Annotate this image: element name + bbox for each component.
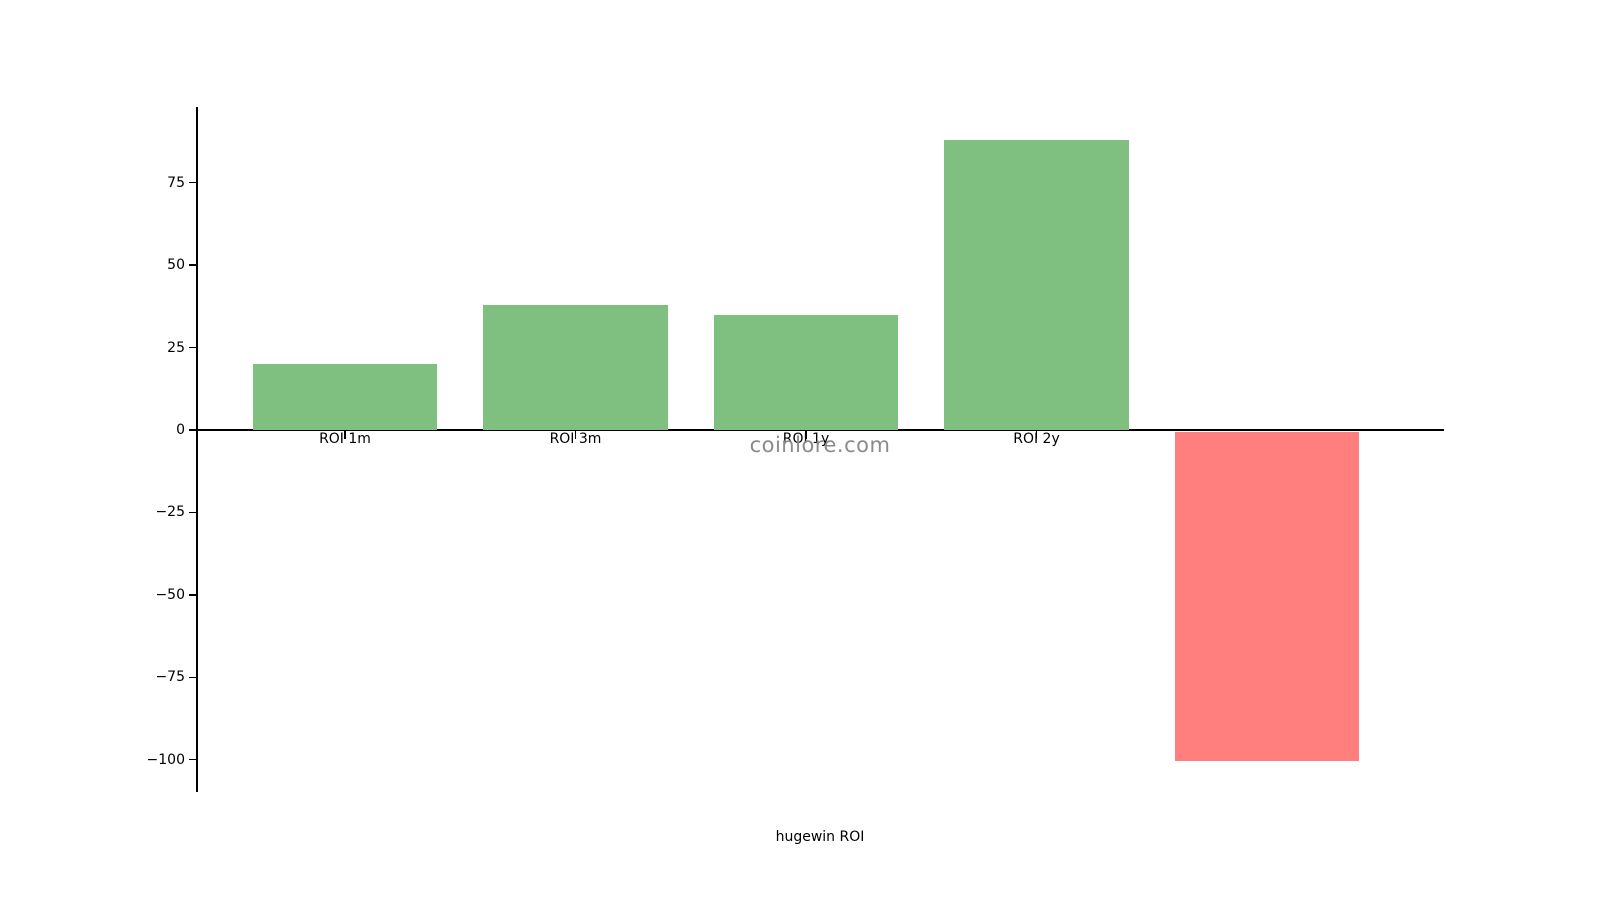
x-axis-title: hugewin ROI — [775, 829, 865, 845]
y-tick-label: 25 — [167, 339, 185, 356]
x-tick-mark — [344, 430, 346, 439]
y-tick-mark — [189, 676, 196, 678]
y-tick-label: −100 — [146, 751, 185, 768]
y-tick-label: 0 — [176, 422, 185, 438]
bar-roi-1y — [713, 314, 899, 430]
x-tick-label: ROI 1m — [319, 431, 371, 447]
bar-unlabeled — [1174, 431, 1360, 762]
x-tick-label: ROI 3m — [549, 431, 602, 447]
y-tick-mark — [189, 346, 196, 349]
y-tick-label: −75 — [155, 669, 185, 686]
watermark-text: coinlore.com — [749, 433, 891, 457]
bar-roi-3m — [483, 304, 668, 430]
y-tick-mark — [189, 759, 196, 761]
x-tick-label: ROI 1y — [782, 431, 830, 447]
bar-roi-2y — [944, 139, 1129, 430]
y-axis-line — [196, 107, 198, 792]
bar-roi-1m — [252, 364, 438, 430]
y-tick-mark — [189, 511, 196, 514]
y-tick-mark — [189, 429, 196, 431]
x-tick-label: ROI 2y — [1013, 431, 1060, 447]
y-tick-label: 75 — [167, 174, 185, 191]
y-tick-mark — [189, 264, 196, 266]
y-tick-mark — [189, 181, 196, 184]
x-tick-mark — [805, 430, 807, 439]
x-tick-mark — [574, 430, 577, 439]
y-tick-label: 50 — [167, 257, 185, 274]
y-tick-label: −50 — [155, 586, 185, 603]
y-tick-label: −25 — [155, 504, 185, 521]
y-tick-mark — [189, 594, 196, 596]
x-tick-mark — [1035, 430, 1038, 439]
